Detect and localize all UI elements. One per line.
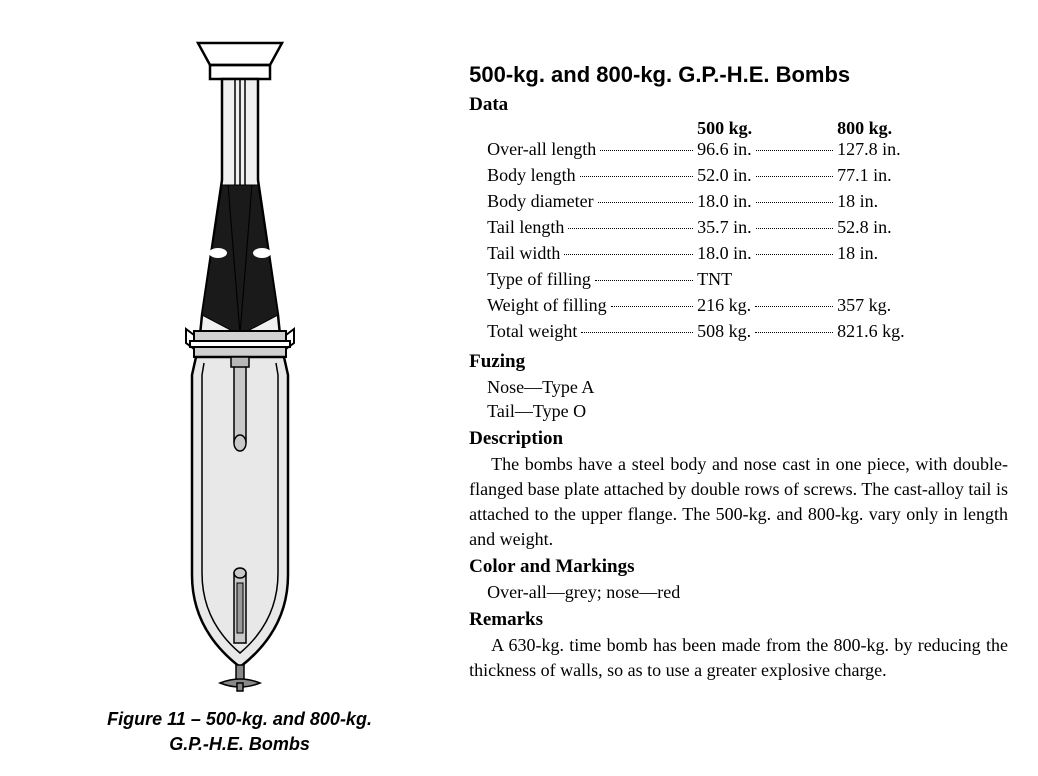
data-label: Over-all length <box>487 139 596 160</box>
data-value-col1: 35.7 in. <box>697 217 752 238</box>
data-row: Over-all length 96.6 in. 127.8 in. <box>487 139 1026 165</box>
remarks-text: A 630-kg. time bomb has been made from t… <box>469 633 1008 683</box>
data-value-col1: TNT <box>697 269 732 290</box>
section-header-color: Color and Markings <box>469 556 1008 578</box>
data-value-col2: 52.8 in. <box>837 217 947 238</box>
data-value-col1: 96.6 in. <box>697 139 752 160</box>
data-label: Body length <box>487 165 576 186</box>
data-value-col2: 77.1 in. <box>837 165 947 186</box>
fuzing-tail: Tail—Type O <box>487 399 1008 423</box>
data-value-col1: 18.0 in. <box>697 191 752 212</box>
section-header-data: Data <box>469 94 1008 116</box>
description-text: The bombs have a steel body and nose cas… <box>469 452 1008 553</box>
figure-panel: Figure 11 – 500-kg. and 800-kg. G.P.-H.E… <box>30 20 449 756</box>
data-row: Total weight 508 kg. 821.6 kg. <box>487 321 1026 347</box>
data-row: Weight of filling 216 kg. 357 kg. <box>487 295 1026 321</box>
bomb-cutaway-svg <box>140 35 340 695</box>
col-header-1: 500 kg. <box>697 118 837 139</box>
data-value-col2: 127.8 in. <box>837 139 947 160</box>
page-title: 500-kg. and 800-kg. G.P.-H.E. Bombs <box>469 62 1008 88</box>
data-value-col1: 216 kg. <box>697 295 751 316</box>
caption-line-1: Figure 11 – 500-kg. and 800-kg. <box>107 707 372 731</box>
data-label: Type of filling <box>487 269 591 290</box>
data-row: Body length 52.0 in. 77.1 in. <box>487 165 1026 191</box>
data-label: Body diameter <box>487 191 593 212</box>
data-label: Tail length <box>487 217 564 238</box>
data-value-col2: 357 kg. <box>837 295 947 316</box>
data-value-col2: 18 in. <box>837 191 947 212</box>
data-value-col1: 508 kg. <box>697 321 751 342</box>
section-header-remarks: Remarks <box>469 609 1008 631</box>
figure-caption: Figure 11 – 500-kg. and 800-kg. G.P.-H.E… <box>107 707 372 756</box>
data-value-col2: 18 in. <box>837 243 947 264</box>
col-header-2: 800 kg. <box>837 118 947 139</box>
data-row: Type of filling TNT <box>487 269 1026 295</box>
fuzing-nose: Nose—Type A <box>487 375 1008 399</box>
fuzing-body: Nose—Type A Tail—Type O <box>487 375 1008 424</box>
data-label: Weight of filling <box>487 295 607 316</box>
data-row: Tail length 35.7 in. 52.8 in. <box>487 217 1026 243</box>
data-value-col2: 821.6 kg. <box>837 321 947 342</box>
content-panel: 500-kg. and 800-kg. G.P.-H.E. Bombs Data… <box>449 20 1008 756</box>
data-value-col1: 52.0 in. <box>697 165 752 186</box>
section-header-fuzing: Fuzing <box>469 351 1008 373</box>
caption-line-2: G.P.-H.E. Bombs <box>107 732 372 756</box>
data-label: Total weight <box>487 321 577 342</box>
data-header-row: 500 kg. 800 kg. <box>487 118 1026 139</box>
bomb-diagram <box>120 30 360 699</box>
section-header-description: Description <box>469 428 1008 450</box>
data-table: 500 kg. 800 kg. Over-all length 96.6 in. 1… <box>487 118 1026 347</box>
data-row: Body diameter 18.0 in. 18 in. <box>487 191 1026 217</box>
color-text: Over-all—grey; nose—red <box>487 580 1008 604</box>
data-row: Tail width 18.0 in. 18 in. <box>487 243 1026 269</box>
data-value-col1: 18.0 in. <box>697 243 752 264</box>
data-label: Tail width <box>487 243 560 264</box>
